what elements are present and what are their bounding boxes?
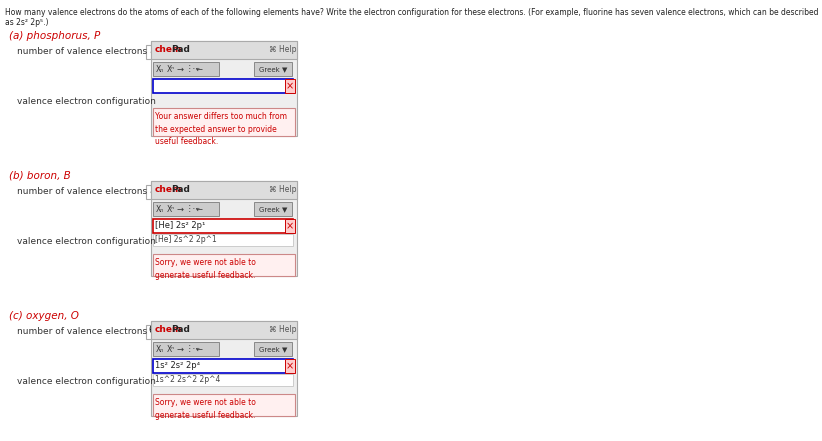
Text: [He] 2s^2 2p^1: [He] 2s^2 2p^1 (155, 235, 217, 244)
Text: ✓: ✓ (177, 45, 187, 55)
Text: ←: ← (196, 64, 203, 74)
Text: number of valence electrons: number of valence electrons (17, 47, 147, 56)
Text: 6: 6 (149, 325, 155, 335)
Text: ×: × (285, 221, 293, 231)
FancyBboxPatch shape (150, 41, 297, 136)
Text: valence electron configuration: valence electron configuration (17, 236, 156, 246)
FancyBboxPatch shape (153, 219, 293, 233)
Text: →: → (176, 344, 183, 354)
Text: 1s^2 2s^2 2p^4: 1s^2 2s^2 2p^4 (155, 375, 221, 385)
FancyBboxPatch shape (153, 79, 293, 93)
Text: ×: × (285, 81, 293, 91)
FancyBboxPatch shape (153, 254, 295, 276)
Text: How many valence electrons do the atoms of each of the following elements have? : How many valence electrons do the atoms … (5, 8, 818, 27)
Text: Xⁿ: Xⁿ (167, 64, 175, 74)
FancyBboxPatch shape (150, 181, 297, 199)
Text: [He] 2s² 2p¹: [He] 2s² 2p¹ (155, 221, 206, 231)
Text: ⌘ Help: ⌘ Help (269, 45, 296, 55)
Text: Sorry, we were not able to
generate useful feedback.: Sorry, we were not able to generate usef… (155, 398, 256, 419)
Text: ⋮⋯: ⋮⋯ (186, 205, 201, 213)
FancyBboxPatch shape (285, 359, 295, 373)
FancyBboxPatch shape (153, 108, 295, 136)
Text: (c) oxygen, O: (c) oxygen, O (9, 311, 79, 321)
FancyBboxPatch shape (153, 374, 293, 386)
FancyBboxPatch shape (254, 202, 292, 216)
FancyBboxPatch shape (254, 62, 292, 76)
FancyBboxPatch shape (150, 321, 297, 339)
Text: number of valence electrons: number of valence electrons (17, 187, 147, 196)
FancyBboxPatch shape (153, 202, 219, 216)
Text: chem: chem (155, 186, 182, 194)
FancyBboxPatch shape (254, 342, 292, 356)
Text: valence electron configuration: valence electron configuration (17, 377, 156, 385)
Text: →: → (176, 205, 183, 213)
Text: Xₙ: Xₙ (155, 64, 164, 74)
FancyBboxPatch shape (146, 45, 173, 59)
Text: Xⁿ: Xⁿ (167, 205, 175, 213)
Text: (b) boron, B: (b) boron, B (9, 171, 72, 181)
Text: number of valence electrons: number of valence electrons (17, 327, 147, 336)
Text: chem: chem (155, 45, 182, 55)
FancyBboxPatch shape (153, 359, 293, 373)
Text: 5: 5 (149, 45, 155, 55)
Text: ✓: ✓ (177, 325, 187, 335)
Text: 3: 3 (149, 185, 155, 195)
FancyBboxPatch shape (150, 41, 297, 59)
Text: Pad: Pad (172, 186, 191, 194)
FancyBboxPatch shape (150, 181, 297, 276)
Text: chem: chem (155, 325, 182, 335)
Text: Pad: Pad (172, 45, 191, 55)
Text: Your answer differs too much from
the expected answer to provide
useful feedback: Your answer differs too much from the ex… (155, 112, 288, 146)
FancyBboxPatch shape (146, 185, 173, 199)
Text: ×: × (285, 361, 293, 371)
Text: Xₙ: Xₙ (155, 205, 164, 213)
Text: ⋮⋯: ⋮⋯ (186, 64, 201, 74)
Text: Greek ▼: Greek ▼ (259, 346, 288, 352)
Text: 1s² 2s² 2p⁴: 1s² 2s² 2p⁴ (155, 362, 201, 370)
Text: ←: ← (196, 205, 203, 213)
Text: ✓: ✓ (177, 185, 187, 195)
FancyBboxPatch shape (285, 219, 295, 233)
Text: ⋮⋯: ⋮⋯ (186, 344, 201, 354)
Text: ⌘ Help: ⌘ Help (269, 325, 296, 335)
Text: Xₙ: Xₙ (155, 344, 164, 354)
Text: →: → (176, 64, 183, 74)
Text: ⌘ Help: ⌘ Help (269, 186, 296, 194)
Text: (a) phosphorus, P: (a) phosphorus, P (9, 31, 100, 41)
FancyBboxPatch shape (153, 342, 219, 356)
Text: Greek ▼: Greek ▼ (259, 206, 288, 212)
Text: ←: ← (196, 344, 203, 354)
Text: Xⁿ: Xⁿ (167, 344, 175, 354)
Text: Pad: Pad (172, 325, 191, 335)
FancyBboxPatch shape (153, 234, 293, 246)
Text: Sorry, we were not able to
generate useful feedback.: Sorry, we were not able to generate usef… (155, 258, 256, 280)
FancyBboxPatch shape (153, 394, 295, 416)
FancyBboxPatch shape (153, 62, 219, 76)
FancyBboxPatch shape (285, 79, 295, 93)
Text: valence electron configuration: valence electron configuration (17, 97, 156, 105)
FancyBboxPatch shape (146, 325, 173, 339)
Text: Greek ▼: Greek ▼ (259, 66, 288, 72)
FancyBboxPatch shape (150, 321, 297, 416)
